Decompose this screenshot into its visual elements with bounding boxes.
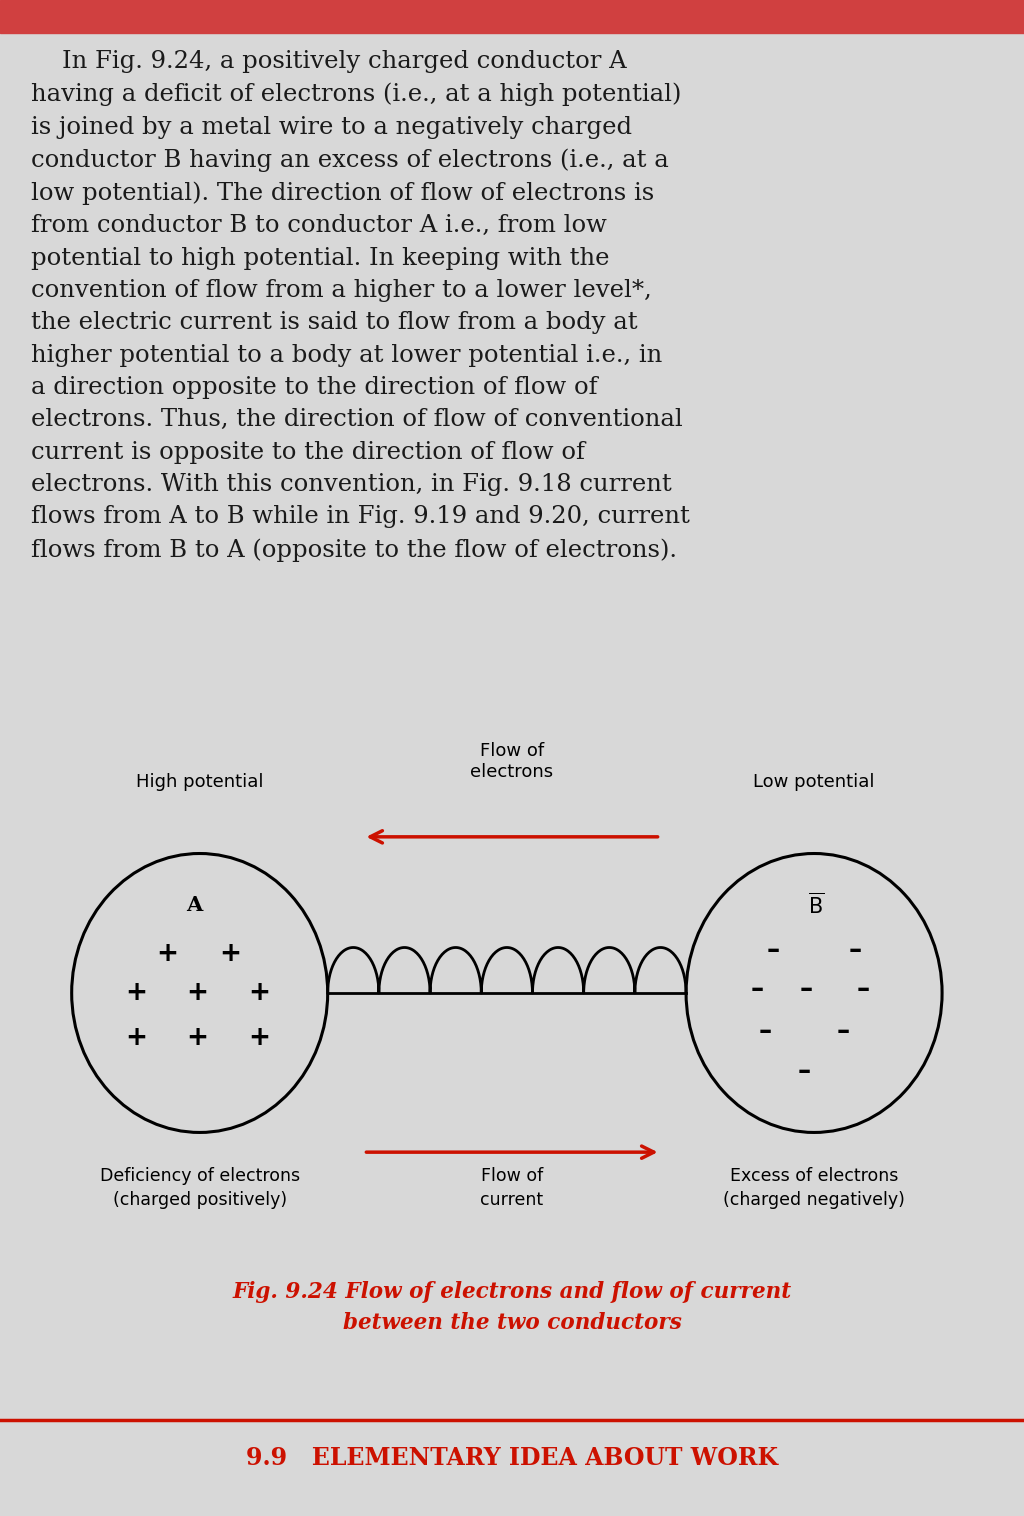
Text: +: + <box>248 979 270 1007</box>
Text: +: + <box>186 979 209 1007</box>
Text: +: + <box>125 979 147 1007</box>
Text: 9.9   ELEMENTARY IDEA ABOUT WORK: 9.9 ELEMENTARY IDEA ABOUT WORK <box>246 1446 778 1471</box>
Text: Flow of
electrons: Flow of electrons <box>470 741 554 781</box>
Text: –: – <box>751 976 763 1004</box>
Text: +: + <box>248 1025 270 1052</box>
Text: +: + <box>219 940 242 967</box>
Text: $\overline{\rm B}$: $\overline{\rm B}$ <box>808 893 824 917</box>
Text: Fig. 9.24 Flow of electrons and flow of current
between the two conductors: Fig. 9.24 Flow of electrons and flow of … <box>232 1281 792 1334</box>
Text: –: – <box>798 1058 810 1085</box>
Text: A: A <box>186 894 203 916</box>
Text: +: + <box>125 1025 147 1052</box>
Text: Deficiency of electrons
(charged positively): Deficiency of electrons (charged positiv… <box>99 1167 300 1208</box>
Text: In Fig. 9.24, a positively charged conductor A
having a deficit of electrons (i.: In Fig. 9.24, a positively charged condu… <box>31 50 689 561</box>
Text: –: – <box>857 976 869 1004</box>
Text: Low potential: Low potential <box>754 773 874 791</box>
Text: –: – <box>849 937 861 964</box>
Text: Excess of electrons
(charged negatively): Excess of electrons (charged negatively) <box>723 1167 905 1208</box>
Text: –: – <box>837 1019 849 1046</box>
Bar <box>0 0 1024 33</box>
Text: –: – <box>759 1019 771 1046</box>
Text: –: – <box>767 937 779 964</box>
Text: +: + <box>156 940 178 967</box>
Text: Flow of
current: Flow of current <box>480 1167 544 1208</box>
Text: High potential: High potential <box>136 773 263 791</box>
Text: –: – <box>800 976 812 1004</box>
Text: +: + <box>186 1025 209 1052</box>
